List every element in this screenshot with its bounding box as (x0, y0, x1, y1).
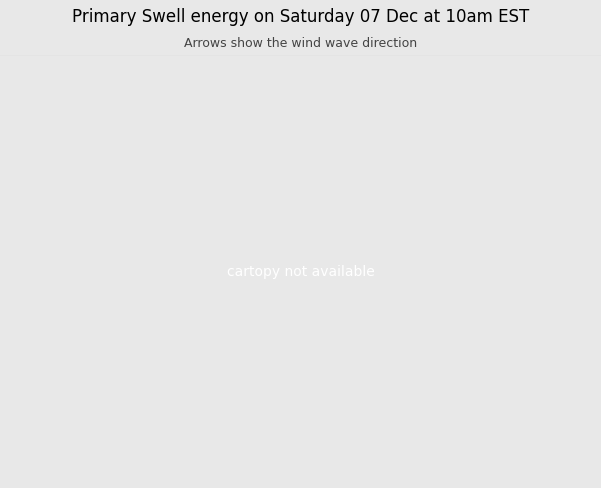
Text: cartopy not available: cartopy not available (227, 265, 374, 279)
Text: Primary Swell energy on Saturday 07 Dec at 10am EST: Primary Swell energy on Saturday 07 Dec … (72, 8, 529, 26)
Text: Arrows show the wind wave direction: Arrows show the wind wave direction (184, 37, 417, 50)
